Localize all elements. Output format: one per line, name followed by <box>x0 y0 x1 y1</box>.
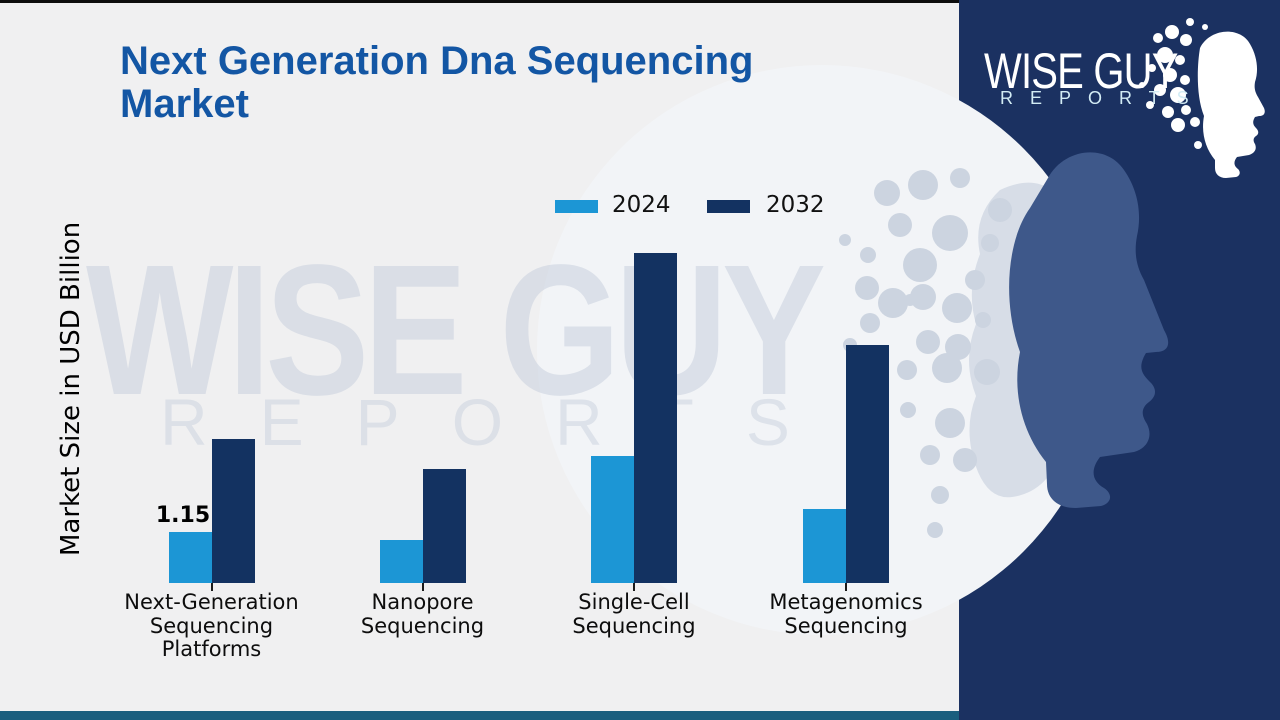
page-title: Next Generation Dna Sequencing Market <box>120 39 754 126</box>
x-axis-tick <box>421 583 424 591</box>
bar-2032-category-1 <box>422 469 466 583</box>
legend-label-2024: 2024 <box>612 192 671 218</box>
bar-value-label: 1.15 <box>155 502 211 528</box>
bottom-teal-strip <box>0 711 959 720</box>
watermark-wiseguy-text: WISE GUY <box>86 227 826 434</box>
bar-2024-category-2 <box>591 456 634 583</box>
legend-swatch-2032 <box>707 200 750 213</box>
x-axis-tick <box>210 583 213 591</box>
bar-2024-category-1 <box>379 539 423 583</box>
x-axis-tick <box>633 583 635 591</box>
logo-reports-text: REPORTS <box>1000 88 1206 108</box>
bar-2032-category-0 <box>211 438 255 583</box>
large-light-circle <box>537 65 1107 635</box>
category-label-2: Single-Cell Sequencing <box>572 590 696 638</box>
bar-2032-category-3 <box>846 344 889 583</box>
logo-dots-pattern <box>1139 18 1215 149</box>
legend-label-2032: 2032 <box>766 192 825 218</box>
category-label-3: Metagenomics Sequencing <box>769 590 923 638</box>
category-label-0: Next-Generation Sequencing Platforms <box>124 590 299 662</box>
bar-2032-category-2 <box>634 253 677 583</box>
logo-wiseguy-text: WISE GUY <box>984 43 1178 99</box>
category-label-1: Nanopore Sequencing <box>360 590 485 638</box>
bar-2024-category-3 <box>803 508 846 583</box>
bar-2024-category-0 <box>168 531 212 583</box>
slate-face-silhouette <box>1009 152 1169 508</box>
y-axis-label: Market Size in USD Billion <box>56 221 86 557</box>
gray-face-chin <box>986 440 1030 494</box>
x-axis-tick <box>845 583 847 591</box>
logo-face-silhouette <box>1197 31 1265 179</box>
legend-swatch-2024 <box>555 200 598 213</box>
gray-dots-pattern <box>839 168 1012 538</box>
top-border-strip <box>0 0 959 3</box>
watermark-reports-text: REPORTS <box>160 385 842 459</box>
